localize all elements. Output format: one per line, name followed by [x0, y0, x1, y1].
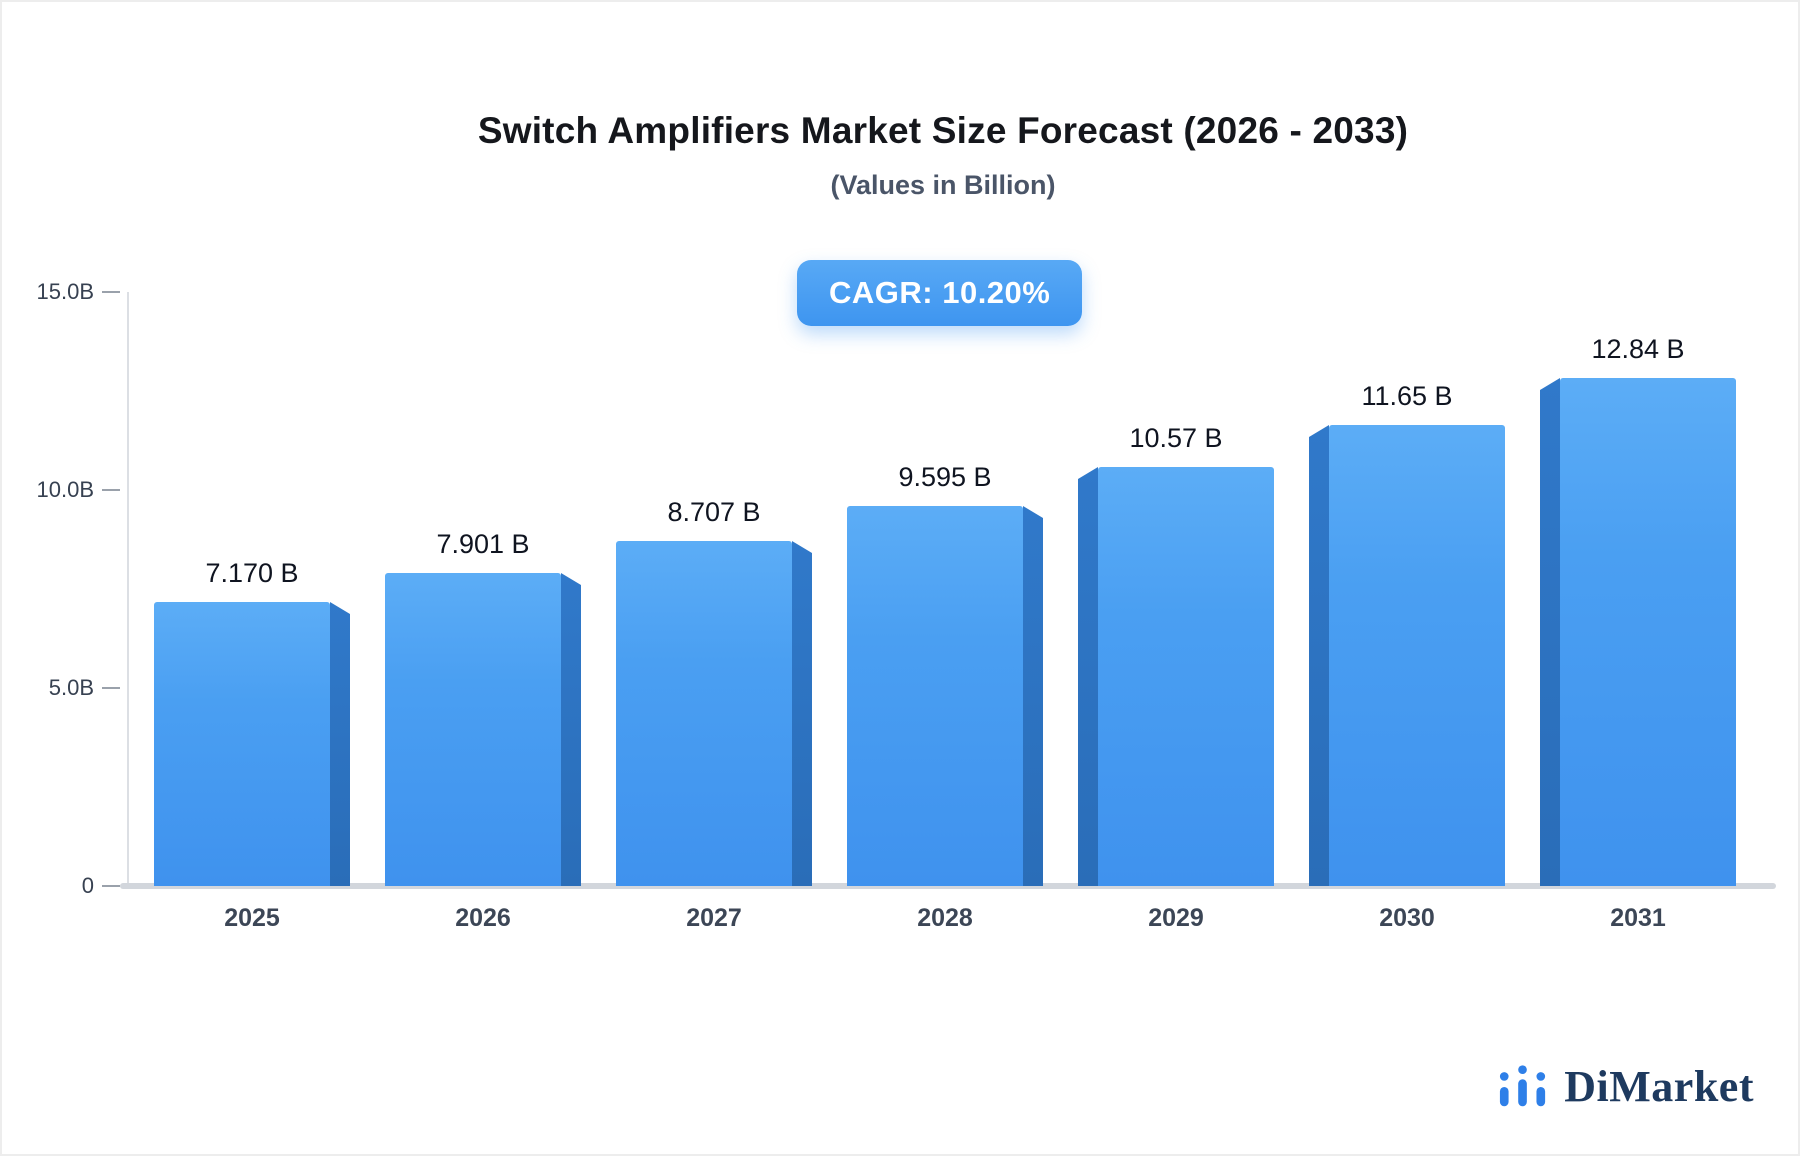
chart-subtitle: (Values in Billion) — [830, 170, 1056, 200]
bar-face — [385, 573, 561, 886]
y-axis-tick-label: 10.0B — [36, 477, 95, 502]
bar-face — [847, 506, 1023, 886]
bar-face — [1098, 467, 1274, 886]
bar-side-face — [792, 541, 812, 886]
bar-face — [1560, 378, 1736, 886]
bar-side-face — [330, 602, 350, 886]
x-axis-line — [120, 883, 1776, 889]
cagr-badge: CAGR: 10.20% — [797, 260, 1083, 326]
bar-side-face — [1540, 378, 1560, 886]
chart-title: Switch Amplifiers Market Size Forecast (… — [477, 110, 1409, 151]
bar-side-face — [1309, 425, 1329, 886]
x-axis-label: 2031 — [1610, 904, 1666, 932]
y-axis-tick-label: 15.0B — [36, 279, 95, 304]
bar-face — [154, 602, 330, 886]
y-axis-line — [127, 292, 129, 886]
y-axis-tick-mark — [102, 885, 120, 887]
bar-2025 — [154, 602, 350, 886]
bar-value-label: 7.170 B — [205, 558, 299, 588]
x-axis-label: 2027 — [686, 904, 742, 932]
brand-name: DiMarket — [1564, 1062, 1754, 1111]
bar-value-label: 7.901 B — [436, 529, 530, 559]
bar-2026 — [385, 573, 581, 886]
bar-2029 — [1078, 467, 1274, 886]
bar-side-face — [1023, 506, 1043, 886]
y-axis-tick-label: 5.0B — [48, 675, 94, 700]
bar-value-label: 11.65 B — [1361, 381, 1453, 411]
bar-2031 — [1540, 378, 1736, 886]
brand-logo: DiMarket — [1494, 1061, 1754, 1112]
bar-face — [1329, 425, 1505, 886]
bar-value-label: 12.84 B — [1591, 334, 1685, 364]
bar-2027 — [616, 541, 812, 886]
bar-value-label: 10.57 B — [1129, 423, 1223, 453]
bar-side-face — [1078, 467, 1098, 886]
bar-2028 — [847, 506, 1043, 886]
bar-side-face — [561, 573, 581, 886]
x-axis-label: 2026 — [455, 904, 511, 932]
dimarket-logo-icon — [1494, 1062, 1552, 1112]
bar-face — [616, 541, 792, 886]
y-axis-tick-mark — [102, 489, 120, 491]
y-axis-tick-mark — [102, 291, 120, 293]
y-axis-tick-label: 0 — [81, 873, 94, 898]
x-axis-label: 2029 — [1148, 904, 1204, 932]
bar-value-label: 9.595 B — [898, 462, 992, 492]
bar-2030 — [1309, 425, 1505, 886]
y-axis-tick-mark — [102, 687, 120, 689]
x-axis-label: 2030 — [1379, 904, 1435, 932]
x-axis-label: 2028 — [917, 904, 973, 932]
x-axis-label: 2025 — [224, 904, 280, 932]
bar-value-label: 8.707 B — [667, 497, 761, 527]
